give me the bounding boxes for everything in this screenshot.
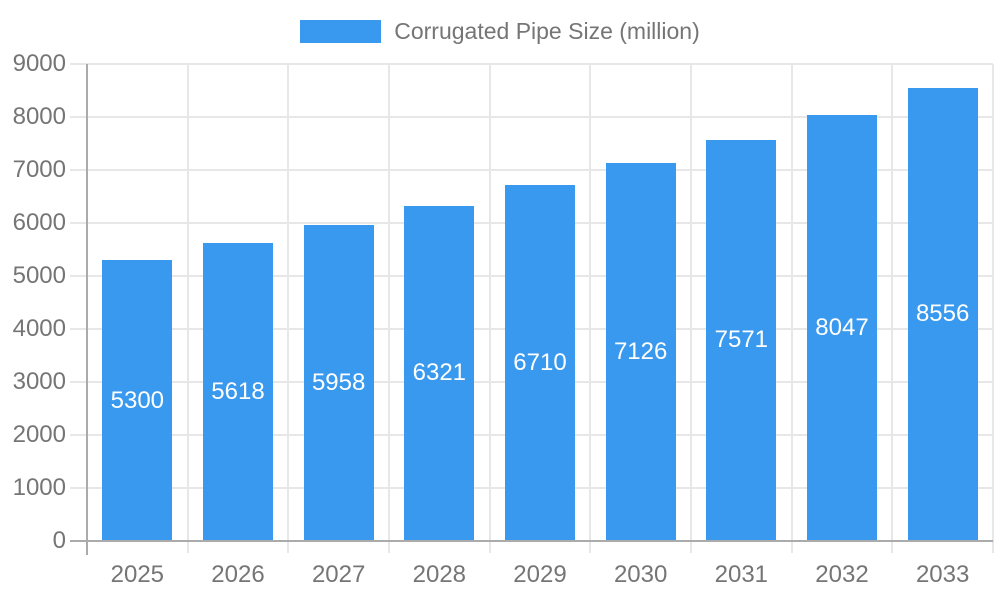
x-tick-label: 2032 [815, 561, 869, 588]
x-tick-label: 2030 [613, 561, 668, 588]
bar: 5618 [203, 243, 273, 541]
gridline-vertical [388, 64, 390, 553]
x-tick-label: 2028 [412, 561, 467, 588]
legend: Corrugated Pipe Size (million) [0, 17, 1000, 45]
bar: 5958 [303, 225, 374, 541]
y-tick-label: 9000 [12, 50, 66, 77]
bar: 5300 [102, 260, 173, 541]
bar-value-label: 7571 [714, 326, 769, 354]
y-tick-label: 4000 [12, 315, 66, 342]
bar: 6321 [404, 205, 475, 541]
bar-value-label: 5618 [211, 378, 265, 406]
legend-label: Corrugated Pipe Size (million) [394, 18, 700, 44]
x-axis-line [70, 540, 993, 542]
y-axis-line [86, 64, 88, 555]
bar-value-label: 6710 [513, 349, 567, 377]
bar-value-label: 6321 [412, 359, 467, 387]
gridline-vertical [690, 64, 692, 553]
y-tick-label: 3000 [12, 368, 66, 395]
y-tick-label: 5000 [12, 262, 66, 289]
y-tick-label: 7000 [12, 156, 66, 183]
gridline-horizontal [70, 116, 993, 118]
y-tick-label: 1000 [12, 474, 66, 501]
bar: 7571 [706, 139, 777, 541]
gridline-horizontal [70, 63, 993, 65]
bar: 7126 [605, 163, 676, 541]
y-tick-label: 0 [52, 527, 66, 554]
gridline-vertical [589, 64, 592, 553]
y-tick-label: 8000 [12, 103, 66, 130]
x-tick-label: 2026 [211, 561, 265, 588]
bar: 8047 [807, 114, 877, 541]
y-tick-label: 2000 [12, 421, 66, 448]
gridline-vertical [488, 64, 491, 553]
gridline-horizontal [70, 169, 993, 171]
y-tick-label: 6000 [12, 209, 66, 236]
bar-value-label: 5958 [311, 369, 366, 397]
x-tick-label: 2033 [915, 561, 970, 588]
bar-value-label: 8047 [815, 313, 869, 341]
gridline-vertical [790, 64, 793, 553]
x-tick-label: 2031 [714, 561, 769, 588]
bar-value-label: 5300 [110, 386, 165, 414]
gridline-vertical [992, 64, 994, 553]
bar-value-label: 8556 [915, 300, 970, 328]
gridline-vertical [891, 64, 894, 553]
bar: 6710 [505, 185, 575, 541]
x-tick-label: 2025 [110, 561, 165, 588]
legend-swatch [300, 19, 382, 43]
gridline-vertical [186, 64, 189, 553]
bar-value-label: 7126 [613, 338, 668, 366]
bar: 8556 [907, 87, 978, 541]
x-tick-label: 2029 [513, 561, 567, 588]
gridline-vertical [287, 64, 290, 553]
x-tick-label: 2027 [311, 561, 366, 588]
